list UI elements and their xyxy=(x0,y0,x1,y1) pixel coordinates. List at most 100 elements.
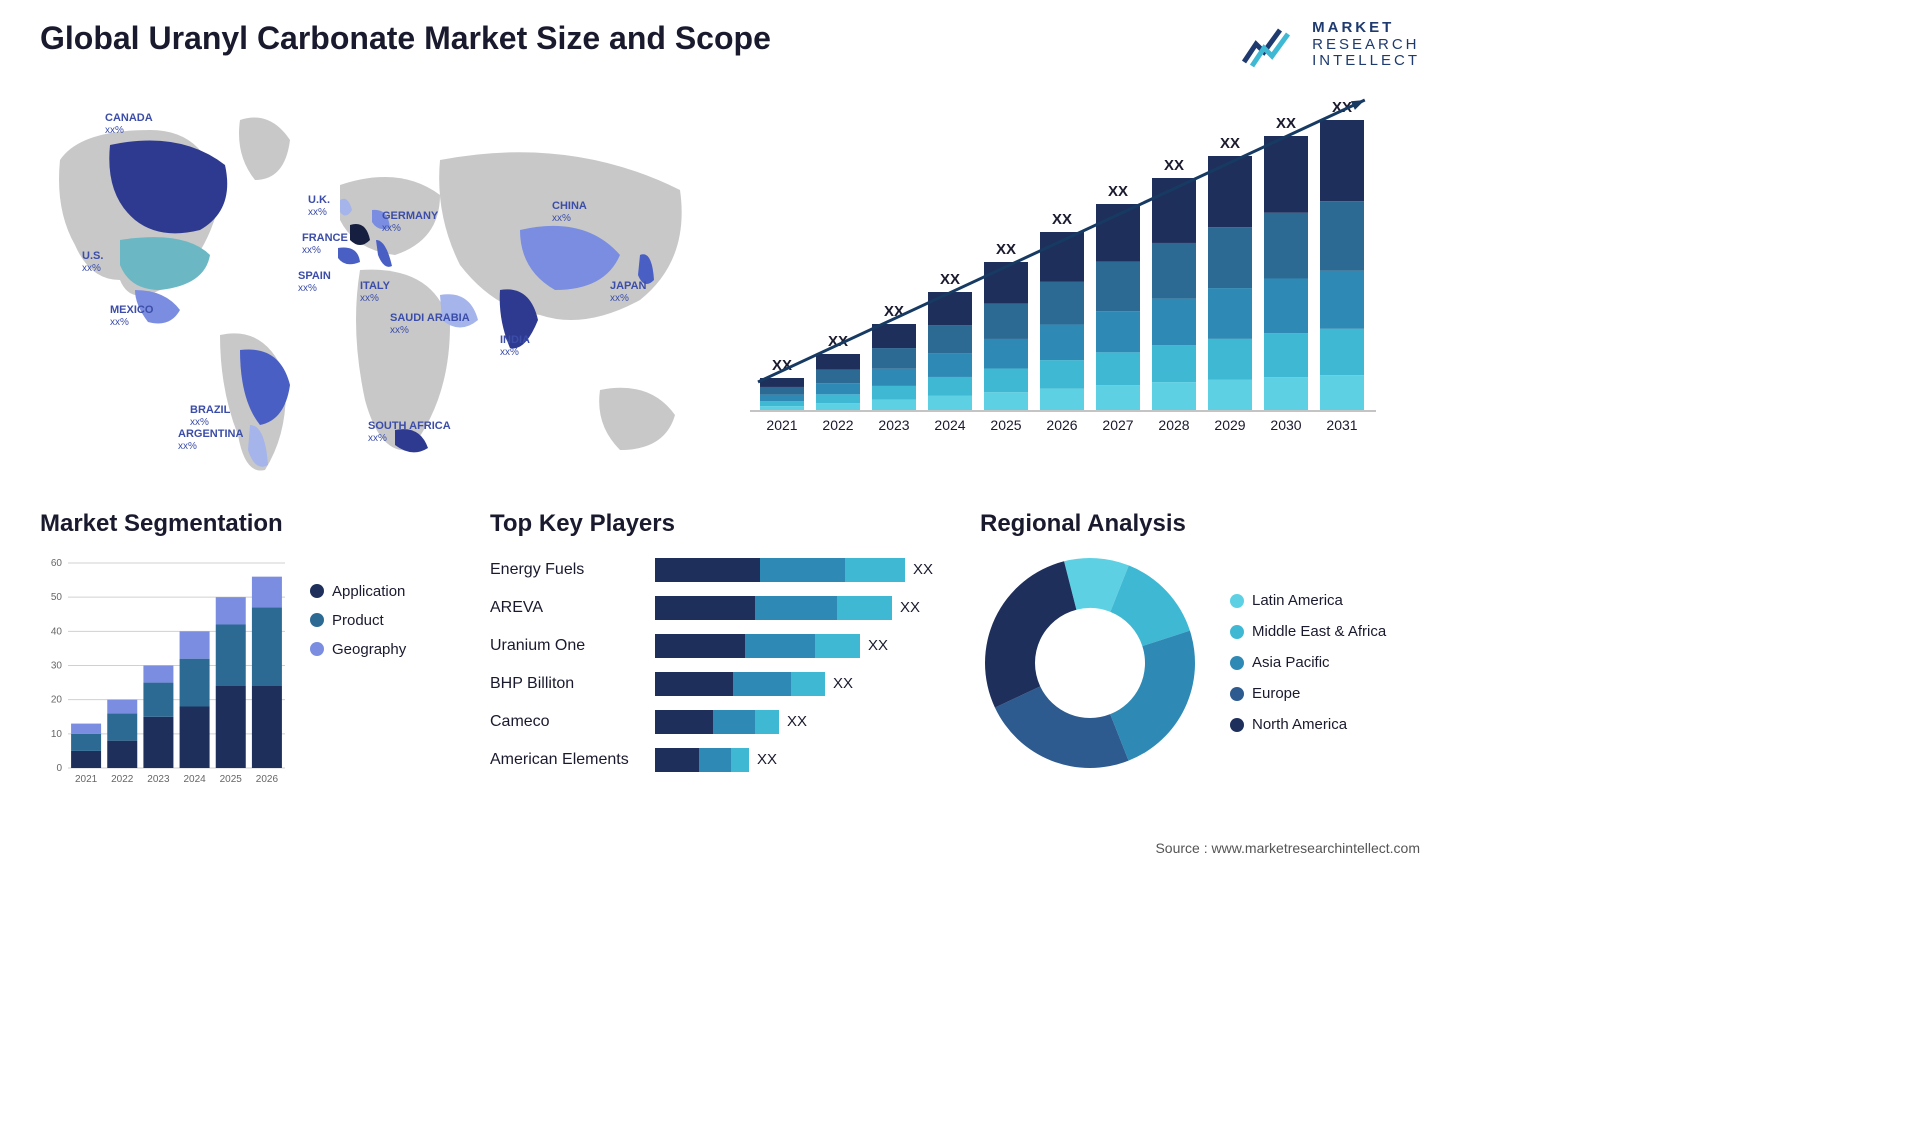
player-name: American Elements xyxy=(490,751,645,769)
svg-text:2029: 2029 xyxy=(1214,417,1245,433)
segmentation-panel: Market Segmentation 01020304050602021202… xyxy=(40,510,460,793)
svg-text:2021: 2021 xyxy=(766,417,797,433)
players-title: Top Key Players xyxy=(490,510,950,538)
logo-line2: RESEARCH xyxy=(1312,37,1420,54)
player-bar-segment xyxy=(655,672,733,696)
player-row: Energy FuelsXX xyxy=(490,553,950,587)
svg-text:2023: 2023 xyxy=(878,417,909,433)
svg-text:XX: XX xyxy=(1276,115,1296,132)
svg-text:60: 60 xyxy=(51,558,63,569)
player-value: XX xyxy=(868,637,888,654)
legend-item: Asia Pacific xyxy=(1230,654,1386,671)
player-row: American Elements XX xyxy=(490,743,950,777)
svg-text:2026: 2026 xyxy=(1046,417,1077,433)
player-row: BHP BillitonXX xyxy=(490,667,950,701)
player-name: BHP Billiton xyxy=(490,675,645,693)
legend-label: Product xyxy=(332,612,384,629)
svg-text:40: 40 xyxy=(51,626,63,637)
segmentation-title: Market Segmentation xyxy=(40,510,460,538)
svg-text:2021: 2021 xyxy=(75,774,98,785)
map-label: U.K.xx% xyxy=(308,194,330,218)
player-bar-segment xyxy=(745,634,815,658)
legend-item: Geography xyxy=(310,641,406,658)
player-bar-segment xyxy=(837,596,892,620)
svg-text:XX: XX xyxy=(940,271,960,288)
svg-text:2031: 2031 xyxy=(1326,417,1357,433)
player-bar-segment xyxy=(755,710,779,734)
map-label: MEXICOxx% xyxy=(110,304,153,328)
legend-label: Asia Pacific xyxy=(1252,654,1330,671)
svg-text:2027: 2027 xyxy=(1102,417,1133,433)
player-bar xyxy=(655,634,860,658)
legend-label: Latin America xyxy=(1252,592,1343,609)
player-bar-segment xyxy=(713,710,755,734)
logo: MARKET RESEARCH INTELLECT xyxy=(1242,20,1420,70)
legend-dot xyxy=(310,584,324,598)
player-bar xyxy=(655,710,779,734)
legend-item: Product xyxy=(310,612,406,629)
svg-text:2025: 2025 xyxy=(220,774,243,785)
logo-line1: MARKET xyxy=(1312,20,1420,37)
svg-text:XX: XX xyxy=(1052,211,1072,228)
legend-label: Europe xyxy=(1252,685,1300,702)
player-name: Uranium One xyxy=(490,637,645,655)
svg-text:XX: XX xyxy=(1220,135,1240,152)
map-label: INDIAxx% xyxy=(500,334,530,358)
map-label: SPAINxx% xyxy=(298,270,331,294)
legend-dot xyxy=(1230,594,1244,608)
legend-dot xyxy=(1230,687,1244,701)
player-value: XX xyxy=(900,599,920,616)
map-label: SOUTH AFRICAxx% xyxy=(368,420,451,444)
player-value: XX xyxy=(787,713,807,730)
logo-line3: INTELLECT xyxy=(1312,53,1420,70)
regional-panel: Regional Analysis Latin AmericaMiddle Ea… xyxy=(980,510,1420,793)
player-bar xyxy=(655,748,749,772)
legend-item: North America xyxy=(1230,716,1386,733)
player-bar-segment xyxy=(655,634,745,658)
player-bar-segment xyxy=(815,634,860,658)
map-label: JAPANxx% xyxy=(610,280,646,304)
legend-dot xyxy=(310,642,324,656)
legend-item: Application xyxy=(310,583,406,600)
player-bar-segment xyxy=(760,558,845,582)
regional-legend: Latin AmericaMiddle East & AfricaAsia Pa… xyxy=(1230,592,1386,733)
player-bar-segment xyxy=(731,748,749,772)
regional-title: Regional Analysis xyxy=(980,510,1420,538)
player-bar-segment xyxy=(791,672,825,696)
segmentation-legend: Application Product Geography xyxy=(310,553,406,793)
svg-text:0: 0 xyxy=(56,763,62,774)
player-bar-segment xyxy=(655,748,699,772)
svg-text:2022: 2022 xyxy=(111,774,134,785)
svg-text:2024: 2024 xyxy=(934,417,965,433)
player-bar-segment xyxy=(655,558,760,582)
map-label: FRANCExx% xyxy=(302,232,348,256)
logo-icon xyxy=(1242,22,1302,68)
map-label: ARGENTINAxx% xyxy=(178,428,243,452)
segmentation-chart: 0102030405060202120222023202420252026 xyxy=(40,553,290,793)
player-bar xyxy=(655,596,892,620)
svg-text:10: 10 xyxy=(51,728,63,739)
source-text: Source : www.marketresearchintellect.com xyxy=(1155,840,1420,856)
legend-item: Europe xyxy=(1230,685,1386,702)
svg-text:XX: XX xyxy=(1164,157,1184,174)
page-title: Global Uranyl Carbonate Market Size and … xyxy=(40,20,771,57)
player-value: XX xyxy=(757,751,777,768)
svg-text:2023: 2023 xyxy=(147,774,170,785)
player-bar-segment xyxy=(733,672,791,696)
player-bar-segment xyxy=(845,558,905,582)
growth-chart-panel: XX2021XX2022XX2023XX2024XX2025XX2026XX20… xyxy=(740,90,1420,480)
legend-dot xyxy=(1230,718,1244,732)
legend-dot xyxy=(310,613,324,627)
svg-text:2026: 2026 xyxy=(256,774,279,785)
svg-text:XX: XX xyxy=(996,241,1016,258)
players-panel: Top Key Players Energy FuelsXXAREVAXXUra… xyxy=(490,510,950,793)
svg-text:2024: 2024 xyxy=(183,774,206,785)
player-bar xyxy=(655,672,825,696)
map-label: U.S.xx% xyxy=(82,250,103,274)
legend-label: Geography xyxy=(332,641,406,658)
player-name: Cameco xyxy=(490,713,645,731)
svg-text:XX: XX xyxy=(1108,183,1128,200)
legend-dot xyxy=(1230,625,1244,639)
player-value: XX xyxy=(913,561,933,578)
svg-text:2030: 2030 xyxy=(1270,417,1301,433)
